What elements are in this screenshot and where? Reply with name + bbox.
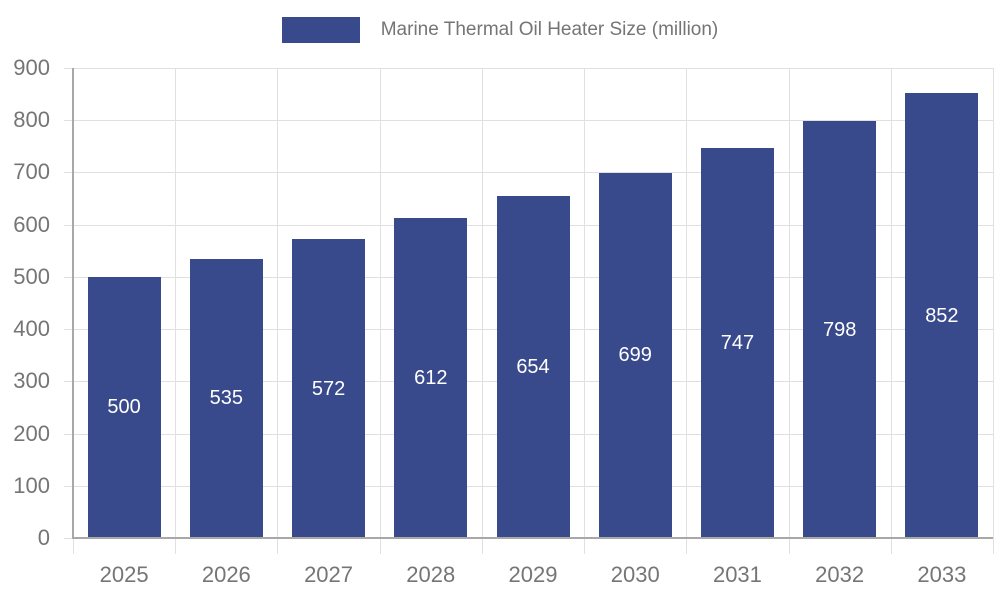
- y-tick: [64, 68, 72, 69]
- bar-value-label: 852: [925, 304, 959, 327]
- y-tick: [64, 224, 72, 226]
- x-gridline: [379, 68, 381, 554]
- x-gridline: [175, 68, 177, 554]
- x-gridline: [481, 68, 483, 554]
- y-axis-label: 900: [13, 55, 50, 80]
- x-gridline: [788, 68, 790, 554]
- x-axis-label: 2032: [815, 562, 865, 587]
- y-axis-label: 800: [13, 107, 50, 133]
- y-tick: [64, 433, 72, 435]
- y-gridline: [73, 68, 993, 69]
- bar-2025: [87, 276, 161, 538]
- bar-2027: [292, 239, 366, 538]
- y-tick: [64, 329, 72, 331]
- y-tick: [64, 276, 72, 278]
- bar-value-label: 747: [720, 331, 755, 354]
- bar-2030: [598, 172, 672, 538]
- y-tick: [64, 120, 72, 122]
- x-axis-label: 2025: [99, 562, 149, 587]
- y-tick: [64, 538, 72, 539]
- x-axis-label: 2030: [610, 562, 660, 587]
- y-axis-label: 500: [13, 263, 50, 289]
- legend-label: Marine Thermal Oil Heater Size (million): [380, 19, 719, 40]
- plot-area: 500 535 572 612 654 699 747 798 852: [64, 68, 994, 554]
- y-tick: [64, 381, 72, 383]
- x-axis-label: 2033: [917, 562, 967, 587]
- bar-value-label: 654: [516, 356, 550, 379]
- bar-2032: [803, 121, 877, 538]
- bar-2029: [496, 196, 570, 538]
- y-axis-label: 0: [37, 525, 50, 550]
- bar-2033: [905, 93, 979, 538]
- bar-value-label: 699: [618, 344, 652, 367]
- y-axis-label: 600: [13, 211, 50, 237]
- bar-value-label: 535: [209, 387, 244, 410]
- y-tick: [64, 485, 72, 487]
- x-axis-line: [72, 536, 993, 539]
- y-axis-label: 700: [13, 159, 50, 185]
- y-axis-label: 200: [13, 420, 50, 446]
- x-gridline: [890, 68, 892, 554]
- x-gridline: [584, 68, 586, 554]
- x-axis-label: 2029: [508, 562, 558, 587]
- y-gridline: [73, 120, 993, 122]
- y-gridline: [73, 172, 993, 174]
- y-axis-label: 100: [13, 472, 50, 498]
- legend-swatch: [281, 17, 360, 43]
- chart-legend: Marine Thermal Oil Heater Size (million): [0, 17, 1000, 43]
- x-gridline: [686, 68, 688, 554]
- x-gridline: [993, 68, 994, 554]
- bar-2026: [189, 258, 263, 538]
- bar-value-label: 572: [311, 377, 346, 400]
- x-axis-label: 2026: [201, 562, 251, 587]
- bar-value-label: 500: [107, 396, 141, 419]
- bar-2028: [394, 218, 468, 538]
- x-axis-label: 2028: [406, 562, 456, 587]
- y-axis-label: 400: [13, 316, 50, 342]
- bar-value-label: 612: [414, 367, 448, 390]
- y-tick: [64, 172, 72, 174]
- bar-value-label: 798: [822, 318, 857, 341]
- y-axis-line: [72, 68, 74, 538]
- x-axis-label: 2031: [712, 562, 762, 587]
- x-axis-label: 2027: [304, 562, 354, 587]
- y-axis-label: 300: [13, 368, 50, 394]
- bar-2031: [700, 147, 774, 538]
- x-gridline: [277, 68, 279, 554]
